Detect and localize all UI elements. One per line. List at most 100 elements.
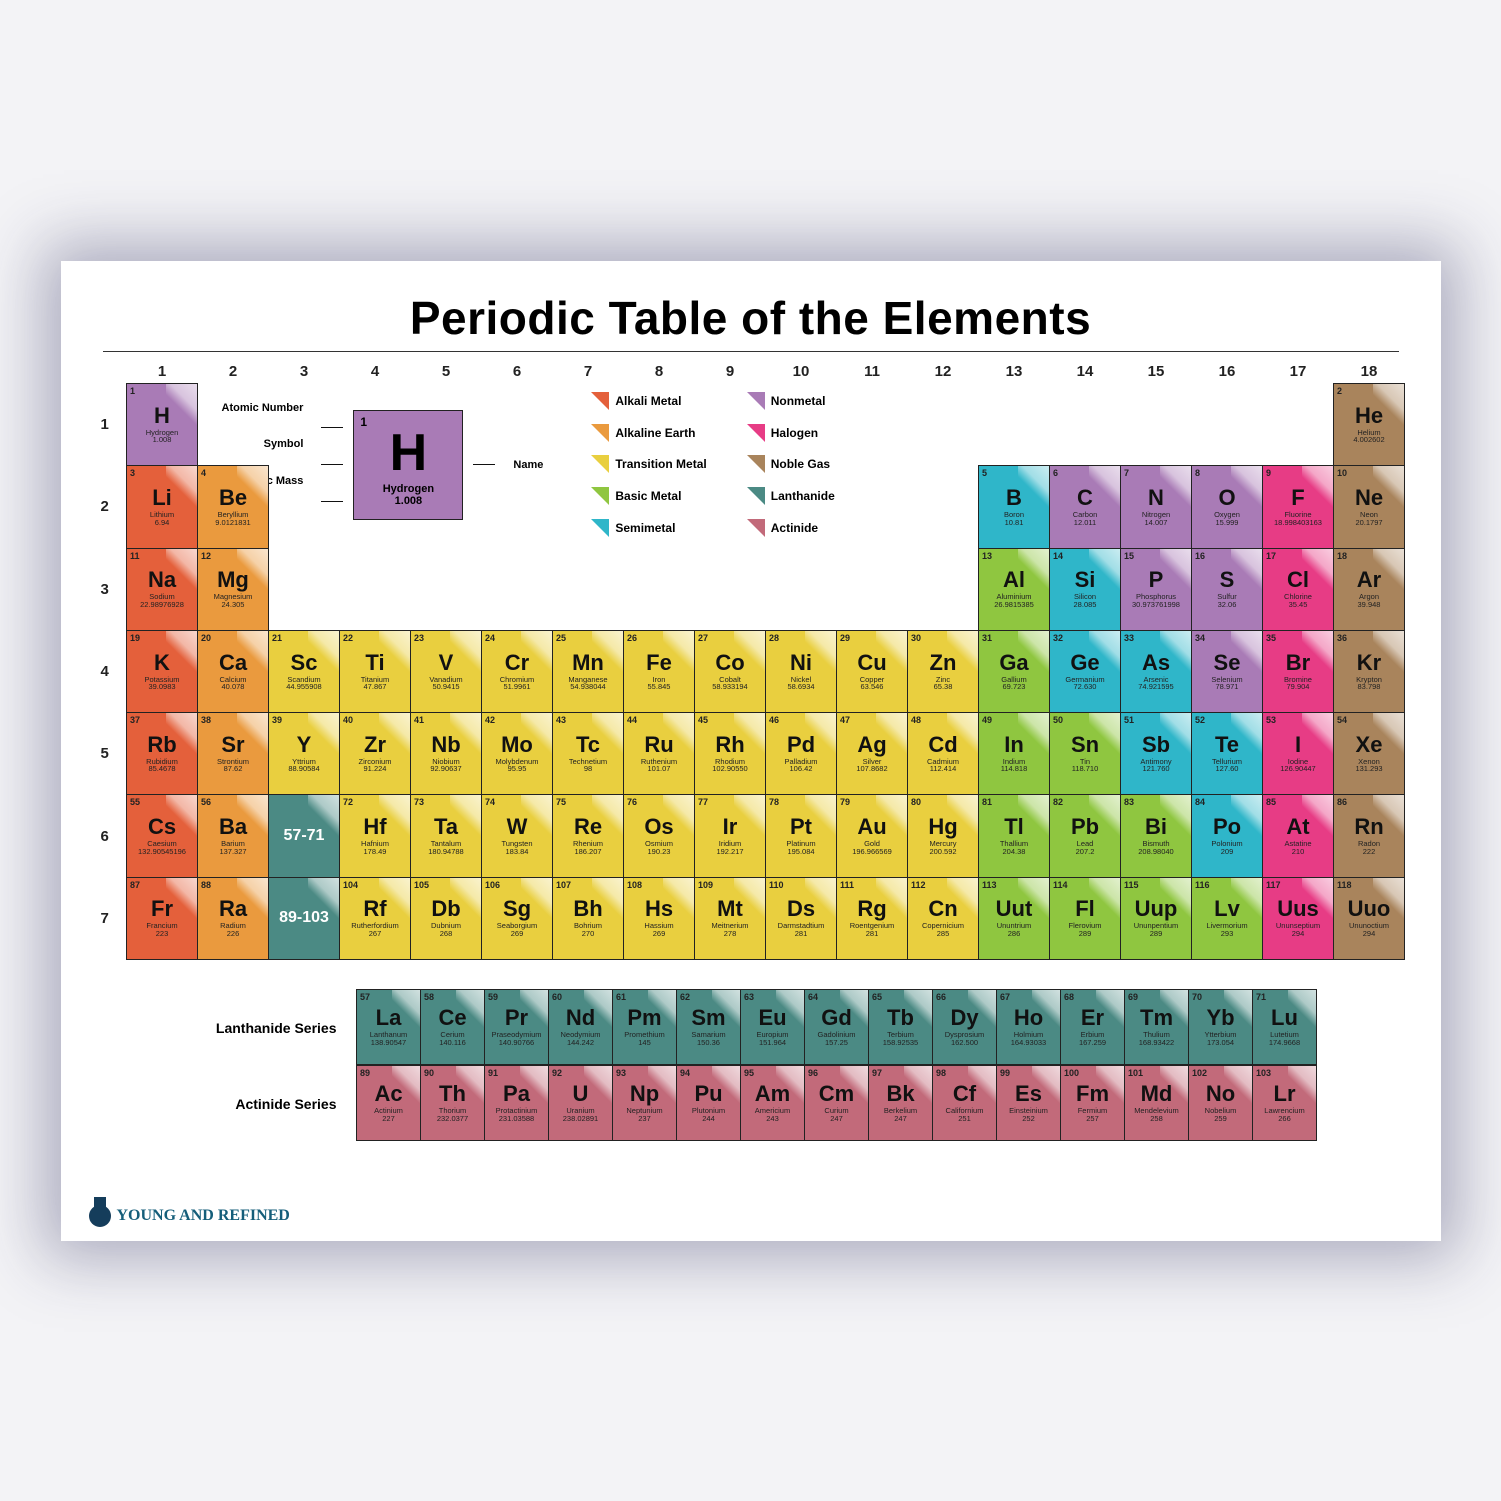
element-symbol: Ne [1355,487,1383,509]
element-cell: 93 Np Neptunium 237 [612,1065,677,1141]
atomic-mass: 106.42 [790,765,813,773]
legend-label: Transition Metal [615,457,706,471]
atomic-number: 87 [130,880,140,890]
element-symbol: Np [630,1083,659,1105]
element-cell: 107 Bh Bohrium 270 [552,877,624,960]
element-symbol: Cs [148,816,176,838]
element-cell: 28 Ni Nickel 58.6934 [765,630,837,713]
atomic-mass: 150.36 [697,1039,720,1047]
element-cell: 17 Cl Chlorine 35.45 [1262,548,1334,631]
atomic-number: 54 [1337,715,1347,725]
atomic-number: 111 [840,880,854,890]
element-symbol: Eu [758,1007,786,1029]
element-cell: 88 Ra Radium 226 [197,877,269,960]
element-symbol: Ru [644,734,673,756]
element-cell: 1 H Hydrogen 1.008 [126,383,198,466]
element-symbol: Pd [787,734,815,756]
atomic-number: 112 [911,880,926,890]
atomic-number: 38 [201,715,211,725]
atomic-mass: 126.90447 [1280,765,1315,773]
element-symbol: Dy [950,1007,978,1029]
atomic-mass: 289 [1079,930,1092,938]
atomic-mass: 88.90584 [288,765,319,773]
element-symbol: Co [715,652,744,674]
legend-swatch-icon [747,455,765,473]
period-header: 4 [97,630,127,712]
atomic-mass: 278 [724,930,737,938]
atomic-mass: 286 [1008,930,1021,938]
element-cell: 87 Fr Francium 223 [126,877,198,960]
element-symbol: Sm [691,1007,725,1029]
group-header: 17 [1263,360,1334,384]
legend-item: Halogen [747,421,835,445]
legend-label: Basic Metal [615,489,681,503]
atomic-mass: 237 [638,1115,651,1123]
atomic-mass: 22.98976928 [140,601,184,609]
element-symbol: Lu [1271,1007,1298,1029]
element-symbol: In [1004,734,1024,756]
group-header: 11 [837,360,908,384]
atomic-mass: 190.23 [648,848,671,856]
element-symbol: Ir [723,816,738,838]
atomic-mass: 238.02891 [563,1115,598,1123]
element-symbol: Uut [996,898,1033,920]
element-symbol: Db [431,898,460,920]
f-block: Lanthanide Series 57 La Lanthanum 138.90… [97,990,1405,1142]
element-cell: 30 Zn Zinc 65.38 [907,630,979,713]
atomic-number: 104 [343,880,358,890]
atomic-number: 42 [485,715,495,725]
atomic-mass: 87.62 [224,765,243,773]
element-cell: 83 Bi Bismuth 208.98040 [1120,794,1192,877]
group-header: 4 [340,360,411,384]
element-cell: 27 Co Cobalt 58.933194 [694,630,766,713]
atomic-number: 44 [627,715,637,725]
atomic-number: 47 [840,715,850,725]
element-symbol: Er [1081,1007,1104,1029]
element-symbol: He [1355,405,1383,427]
element-cell: 38 Sr Strontium 87.62 [197,712,269,795]
element-cell: 65 Tb Terbium 158.92535 [868,989,933,1065]
atomic-mass: 247 [894,1115,907,1123]
atomic-mass: 32.06 [1218,601,1237,609]
atomic-number: 118 [1337,880,1352,890]
element-symbol: P [1149,569,1164,591]
element-symbol: Sg [503,898,531,920]
atomic-number: 35 [1266,633,1276,643]
atomic-mass: 112.414 [930,765,957,773]
element-cell: 86 Rn Radon 222 [1333,794,1405,877]
element-cell: 95 Am Americium 243 [740,1065,805,1141]
element-cell: 12 Mg Magnesium 24.305 [197,548,269,631]
element-symbol: Pr [505,1007,528,1029]
group-header: 9 [695,360,766,384]
atomic-mass: 251 [958,1115,971,1123]
atomic-number: 36 [1337,633,1347,643]
element-cell: 33 As Arsenic 74.921595 [1120,630,1192,713]
atomic-mass: 107.8682 [856,765,887,773]
atomic-mass: 243 [766,1115,779,1123]
atomic-mass: 168.93422 [1139,1039,1174,1047]
atomic-mass: 26.9815385 [994,601,1034,609]
element-symbol: Ce [438,1007,466,1029]
atomic-mass: 102.90550 [712,765,747,773]
element-cell: 31 Ga Gallium 69.723 [978,630,1050,713]
atomic-number: 84 [1195,797,1205,807]
element-cell: 103 Lr Lawrencium 266 [1252,1065,1317,1141]
element-cell: 43 Tc Technetium 98 [552,712,624,795]
element-cell: 96 Cm Curium 247 [804,1065,869,1141]
element-symbol: Cu [857,652,886,674]
atomic-mass: 85.4678 [148,765,175,773]
element-symbol: Cf [953,1083,976,1105]
legend-swatch-icon [747,424,765,442]
element-symbol: Mg [217,569,249,591]
element-cell: 101 Md Mendelevium 258 [1124,1065,1189,1141]
element-symbol: Os [644,816,673,838]
atomic-number: 89 [360,1068,370,1078]
atomic-number: 88 [201,880,211,890]
element-symbol: Y [297,734,312,756]
atomic-number: 12 [201,551,211,561]
atomic-number: 53 [1266,715,1276,725]
atomic-mass: 83.798 [1358,683,1381,691]
page-title: Periodic Table of the Elements [97,291,1405,345]
atomic-mass: 223 [156,930,169,938]
element-symbol: Fl [1075,898,1095,920]
